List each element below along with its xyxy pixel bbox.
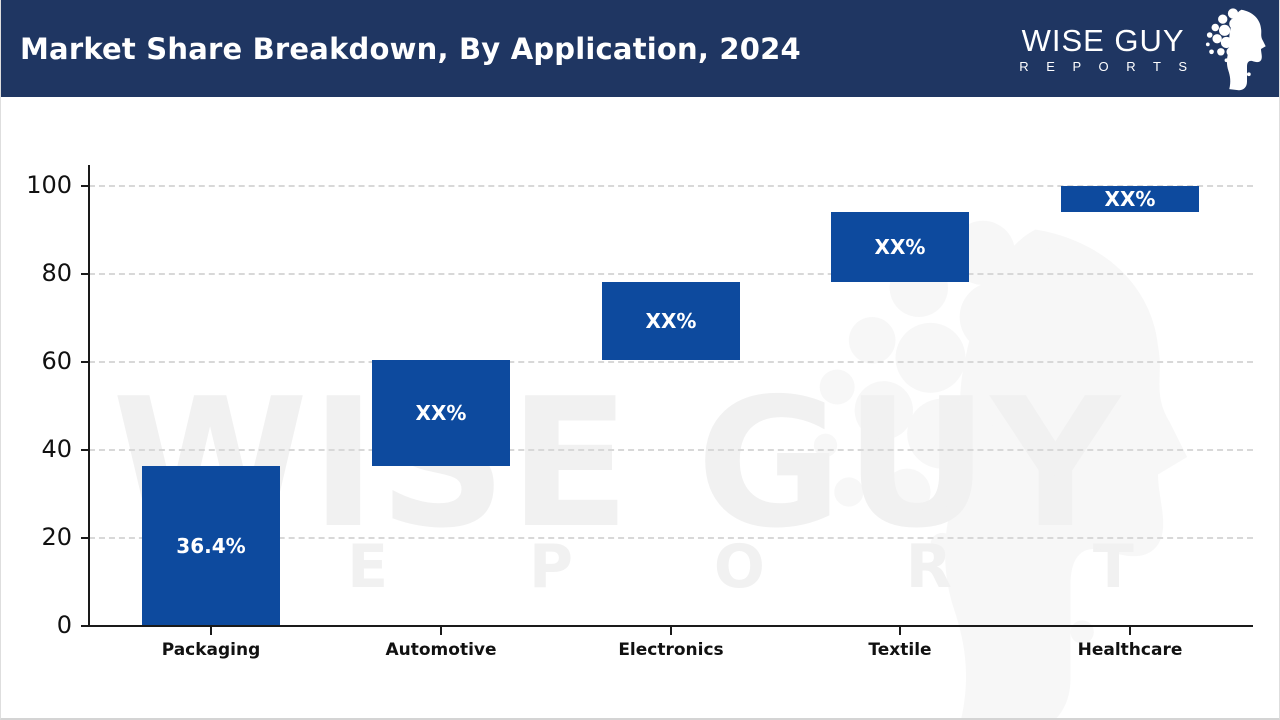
y-tick-label-100: 100 bbox=[26, 171, 72, 199]
y-tick-100 bbox=[81, 185, 89, 187]
gridline-20 bbox=[89, 537, 1253, 539]
bar-automotive: XX% bbox=[372, 360, 510, 466]
bar-electronics: XX% bbox=[602, 281, 740, 361]
y-tick-0 bbox=[81, 625, 89, 627]
bar-label-packaging: 36.4% bbox=[176, 533, 246, 558]
bar-healthcare: XX% bbox=[1061, 186, 1199, 213]
x-category-label-packaging: Packaging bbox=[161, 640, 261, 660]
x-category-label-automotive: Automotive bbox=[385, 640, 497, 660]
bar-packaging: 36.4% bbox=[142, 465, 280, 626]
x-tick-textile bbox=[899, 627, 901, 635]
page-title: Market Share Breakdown, By Application, … bbox=[20, 31, 801, 66]
x-tick-packaging bbox=[210, 627, 212, 635]
bar-label-automotive: XX% bbox=[415, 401, 467, 426]
y-axis bbox=[88, 165, 90, 627]
y-tick-label-0: 0 bbox=[56, 611, 72, 639]
x-category-label-electronics: Electronics bbox=[618, 640, 724, 660]
gridline-80 bbox=[89, 273, 1253, 275]
y-tick-60 bbox=[81, 361, 89, 363]
x-category-label-textile: Textile bbox=[868, 640, 932, 660]
y-tick-label-40: 40 bbox=[41, 435, 72, 463]
x-category-label-healthcare: Healthcare bbox=[1077, 640, 1183, 660]
y-tick-label-80: 80 bbox=[41, 259, 72, 287]
y-tick-label-60: 60 bbox=[41, 347, 72, 375]
bar-label-electronics: XX% bbox=[645, 309, 697, 334]
y-tick-20 bbox=[81, 537, 89, 539]
logo-subtitle: R E P O R T S bbox=[1019, 58, 1194, 74]
wiseguy-logo-text: WISE GUY R E P O R T S bbox=[1012, 25, 1194, 73]
gridline-60 bbox=[89, 361, 1253, 363]
gridline-40 bbox=[89, 449, 1253, 451]
gridline-100 bbox=[89, 185, 1253, 187]
y-tick-80 bbox=[81, 273, 89, 275]
x-tick-healthcare bbox=[1129, 627, 1131, 635]
wiseguy-logo: WISE GUY R E P O R T S bbox=[1012, 7, 1266, 91]
y-tick-40 bbox=[81, 449, 89, 451]
bar-label-textile: XX% bbox=[874, 235, 926, 260]
bar-label-healthcare: XX% bbox=[1104, 187, 1156, 212]
x-tick-electronics bbox=[670, 627, 672, 635]
header-bar: Market Share Breakdown, By Application, … bbox=[0, 0, 1280, 97]
logo-wordmark: WISE GUY bbox=[1021, 22, 1185, 58]
x-tick-automotive bbox=[440, 627, 442, 635]
wiseguy-head-icon bbox=[1205, 7, 1266, 90]
chart-area: WISE GUY R E P O R T S 0 20 40 60 80 100 36.4%… bbox=[0, 97, 1280, 720]
y-tick-label-20: 20 bbox=[41, 523, 72, 551]
bar-textile: XX% bbox=[831, 212, 969, 282]
watermark-head-icon bbox=[813, 220, 1188, 720]
x-axis bbox=[88, 625, 1253, 627]
